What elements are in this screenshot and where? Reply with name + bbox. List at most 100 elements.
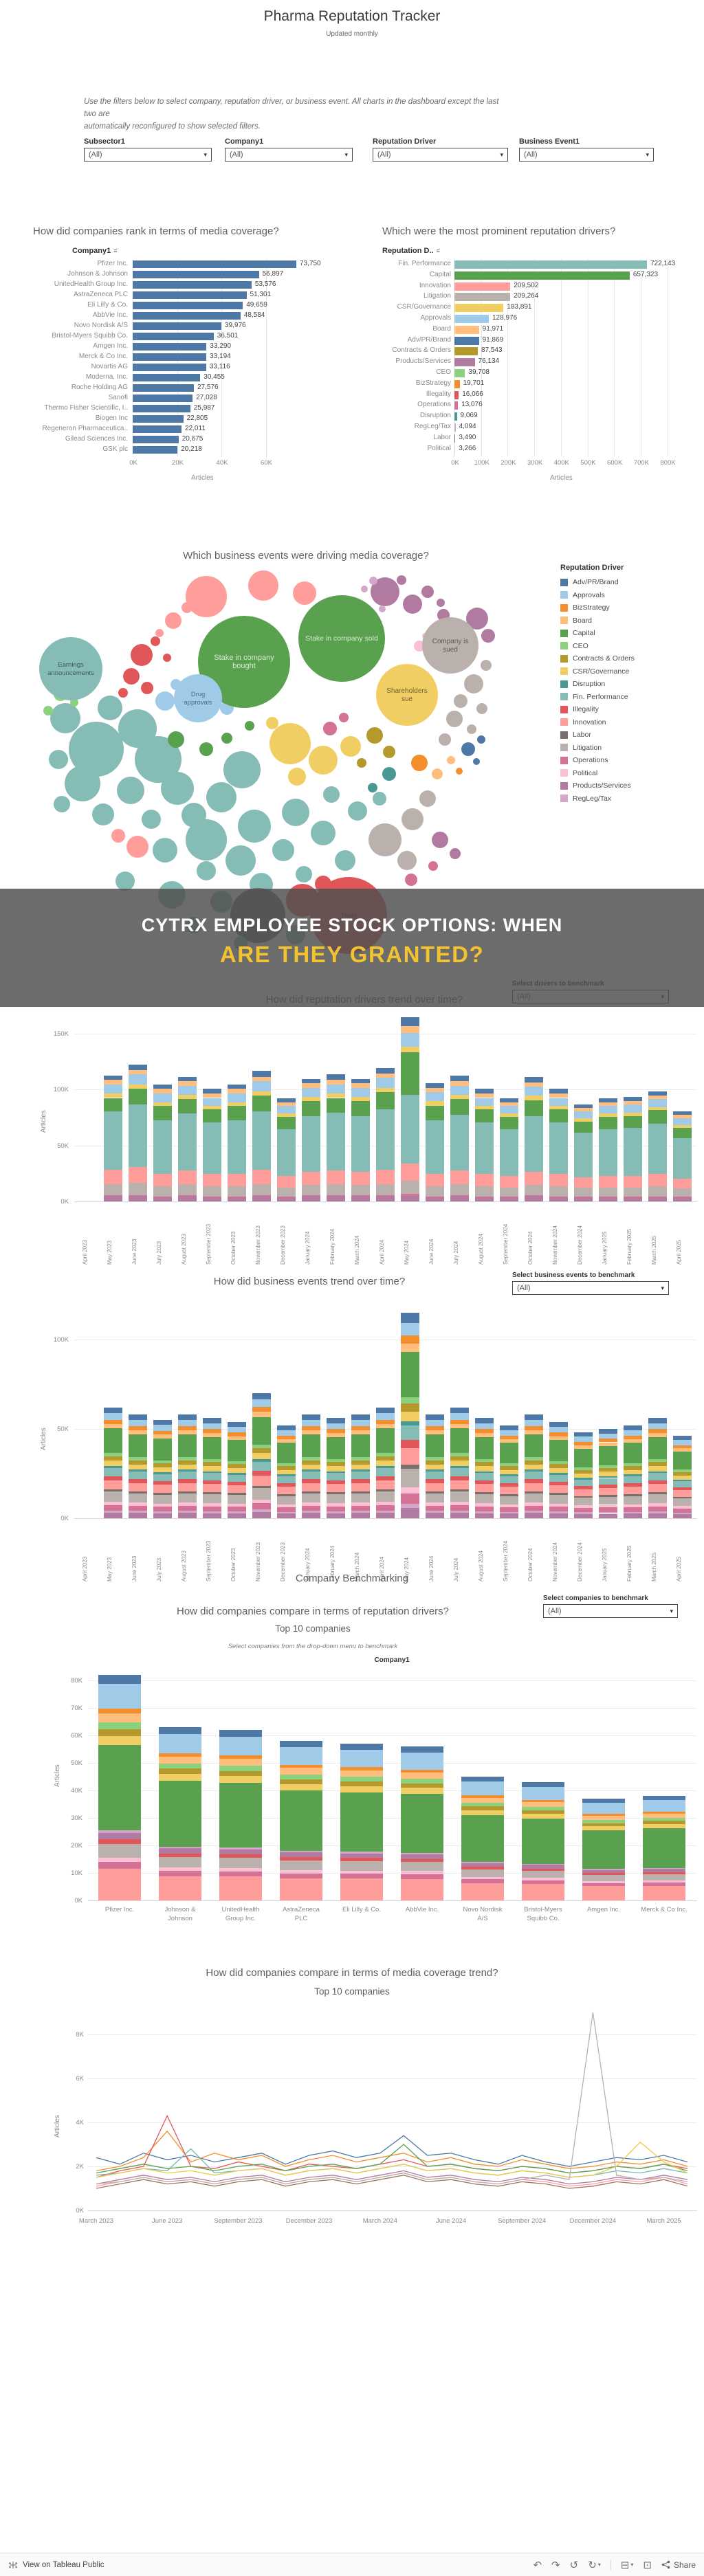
bar-segment-bizstrategy[interactable] xyxy=(177,1425,197,1430)
bar-segment-regleg[interactable] xyxy=(326,1511,345,1513)
bar-segment-products[interactable] xyxy=(573,1513,593,1518)
bar-segment-csr[interactable] xyxy=(401,1788,443,1795)
line-series-eli-lilly-co-[interactable] xyxy=(96,2144,688,2174)
bar-segment-csr[interactable] xyxy=(425,1101,444,1106)
bar-segment-csr[interactable] xyxy=(202,1105,221,1109)
bar-segment-finperf[interactable] xyxy=(499,1129,518,1177)
bar-segment-innovation[interactable] xyxy=(582,1886,625,1900)
bar-segment-products[interactable] xyxy=(375,1512,395,1518)
bar-segment-board[interactable] xyxy=(103,1423,122,1429)
bar-segment-products[interactable] xyxy=(672,1514,692,1518)
bar[interactable] xyxy=(133,436,179,443)
bubble[interactable] xyxy=(476,703,487,714)
bar-segment-contracts[interactable] xyxy=(159,1768,201,1775)
line-series-amgen-inc-[interactable] xyxy=(96,2175,688,2189)
bar-segment-products[interactable] xyxy=(648,1513,667,1518)
bar-segment-capital[interactable] xyxy=(103,1428,122,1453)
bar-segment-regleg[interactable] xyxy=(301,1511,320,1513)
bar-segment-disruption[interactable] xyxy=(474,1471,494,1474)
bar-segment-approvals[interactable] xyxy=(326,1423,345,1430)
bar-segment-csr[interactable] xyxy=(474,1466,494,1472)
bar-segment-approvals[interactable] xyxy=(227,1426,246,1433)
bar-segment-advpr[interactable] xyxy=(375,1407,395,1413)
bar-segment-csr[interactable] xyxy=(524,1464,543,1470)
bar-segment-capital[interactable] xyxy=(648,1437,667,1460)
bar-segment-innovation[interactable] xyxy=(202,1174,221,1187)
bar-segment-csr[interactable] xyxy=(177,1094,197,1100)
bar-segment-products[interactable] xyxy=(202,1198,221,1201)
bar-segment-approvals[interactable] xyxy=(177,1419,197,1426)
bar-segment-illegality[interactable] xyxy=(648,1480,667,1485)
bubble[interactable] xyxy=(402,808,424,830)
bar-segment-operations[interactable] xyxy=(598,1507,617,1512)
bar-segment-innovation[interactable] xyxy=(524,1171,543,1186)
bar-segment-products[interactable] xyxy=(474,1198,494,1201)
bar-segment-illegality[interactable] xyxy=(425,1478,444,1483)
bar-segment-litigation[interactable] xyxy=(252,1184,271,1196)
bar-segment-disruption[interactable] xyxy=(450,1466,469,1469)
bar-segment-approvals[interactable] xyxy=(252,1081,271,1091)
bar-segment-operations[interactable] xyxy=(643,1883,685,1886)
bar-segment-litigation[interactable] xyxy=(400,1180,419,1195)
bubble[interactable] xyxy=(473,758,480,765)
bar-segment-advpr[interactable] xyxy=(227,1084,246,1089)
bar-segment-approvals[interactable] xyxy=(128,1074,147,1085)
bar-segment-operations[interactable] xyxy=(103,1504,122,1511)
bar-segment-advpr[interactable] xyxy=(340,1744,383,1751)
bar[interactable] xyxy=(133,343,207,351)
bar-segment-operations[interactable] xyxy=(301,1505,320,1511)
bar-segment-political[interactable] xyxy=(648,1503,667,1507)
bar-segment-innovation[interactable] xyxy=(276,1176,296,1188)
bar-segment-innovation[interactable] xyxy=(623,1176,642,1188)
bar-segment-advpr[interactable] xyxy=(524,1076,543,1082)
bubble[interactable] xyxy=(123,668,140,685)
bar-segment-advpr[interactable] xyxy=(524,1414,543,1420)
bar-segment-advpr[interactable] xyxy=(474,1089,494,1093)
bubble[interactable] xyxy=(142,810,161,829)
bar-segment-products[interactable] xyxy=(549,1513,568,1518)
bar-segment-operations[interactable] xyxy=(648,1196,667,1199)
bar-segment-csr[interactable] xyxy=(252,1453,271,1460)
bar-segment-approvals[interactable] xyxy=(276,1430,296,1436)
bar[interactable] xyxy=(133,302,243,309)
bar-segment-approvals[interactable] xyxy=(549,1098,568,1106)
bar-segment-capital[interactable] xyxy=(425,1105,444,1121)
legend-item-advpr[interactable]: Adv/PR/Brand xyxy=(560,576,635,589)
bar-segment-approvals[interactable] xyxy=(227,1093,246,1102)
bar-segment-approvals[interactable] xyxy=(425,1092,444,1102)
bar-segment-political[interactable] xyxy=(499,1504,518,1507)
bar-segment-contracts[interactable] xyxy=(425,1460,444,1465)
bar-segment-approvals[interactable] xyxy=(499,1430,518,1436)
bar-segment-innovation[interactable] xyxy=(522,1883,564,1900)
bar-segment-innovation[interactable] xyxy=(128,1167,147,1184)
bar-segment-products[interactable] xyxy=(128,1513,147,1518)
bubble[interactable] xyxy=(366,727,383,744)
bubble[interactable] xyxy=(116,871,135,891)
bar-segment-litigation[interactable] xyxy=(128,1493,147,1503)
bar-segment-advpr[interactable] xyxy=(672,1436,692,1441)
bar-segment-finperf[interactable] xyxy=(549,1122,568,1175)
bubble[interactable] xyxy=(168,731,184,748)
bar-segment-labor[interactable] xyxy=(301,1491,320,1494)
bar-segment-bizstrategy[interactable] xyxy=(326,1429,345,1434)
bar-segment-labor[interactable] xyxy=(128,1491,147,1494)
bar-segment-advpr[interactable] xyxy=(400,1017,419,1027)
bar-segment-labor[interactable] xyxy=(351,1491,370,1494)
bar-segment-litigation[interactable] xyxy=(252,1488,271,1500)
bar-segment-csr[interactable] xyxy=(623,1112,642,1116)
bar-segment-disruption[interactable] xyxy=(400,1421,419,1426)
bar-segment-capital[interactable] xyxy=(301,1101,320,1116)
bar-segment-csr[interactable] xyxy=(582,1825,625,1830)
bar-segment-contracts[interactable] xyxy=(450,1456,469,1461)
bubble[interactable] xyxy=(186,576,227,617)
bar-segment-csr[interactable] xyxy=(103,1461,122,1467)
bar[interactable] xyxy=(133,364,206,371)
bubble[interactable] xyxy=(403,595,422,614)
bar-segment-csr[interactable] xyxy=(128,1084,147,1089)
bar-segment-bizstrategy[interactable] xyxy=(573,1441,593,1445)
bar-segment-capital[interactable] xyxy=(159,1781,201,1847)
bar-segment-finperf[interactable] xyxy=(425,1472,444,1479)
bar-segment-regleg[interactable] xyxy=(400,1504,419,1509)
bar-segment-advpr[interactable] xyxy=(450,1407,469,1413)
bar-segment-operations[interactable] xyxy=(276,1507,296,1512)
